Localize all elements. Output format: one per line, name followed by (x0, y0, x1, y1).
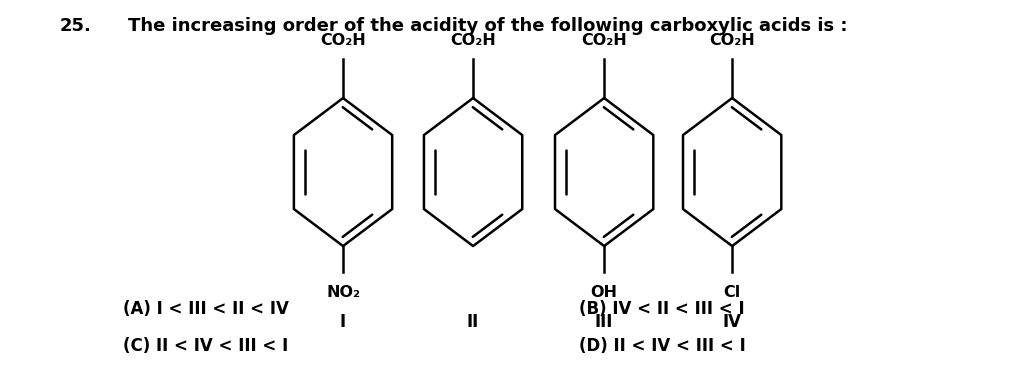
Text: OH: OH (591, 285, 617, 300)
Text: CO₂H: CO₂H (451, 33, 496, 48)
Text: 25.: 25. (59, 17, 91, 35)
Text: (B) IV < II < III < I: (B) IV < II < III < I (579, 300, 744, 318)
Text: NO₂: NO₂ (326, 285, 360, 300)
Text: I: I (340, 313, 346, 331)
Text: CO₂H: CO₂H (710, 33, 755, 48)
Text: (C) II < IV < III < I: (C) II < IV < III < I (123, 337, 288, 355)
Text: CO₂H: CO₂H (321, 33, 366, 48)
Text: CO₂H: CO₂H (582, 33, 627, 48)
Text: III: III (595, 313, 613, 331)
Text: (D) II < IV < III < I: (D) II < IV < III < I (579, 337, 745, 355)
Text: (A) I < III < II < IV: (A) I < III < II < IV (123, 300, 289, 318)
Text: Cl: Cl (724, 285, 740, 300)
Text: IV: IV (723, 313, 741, 331)
Text: II: II (467, 313, 479, 331)
Text: The increasing order of the acidity of the following carboxylic acids is :: The increasing order of the acidity of t… (128, 17, 848, 35)
